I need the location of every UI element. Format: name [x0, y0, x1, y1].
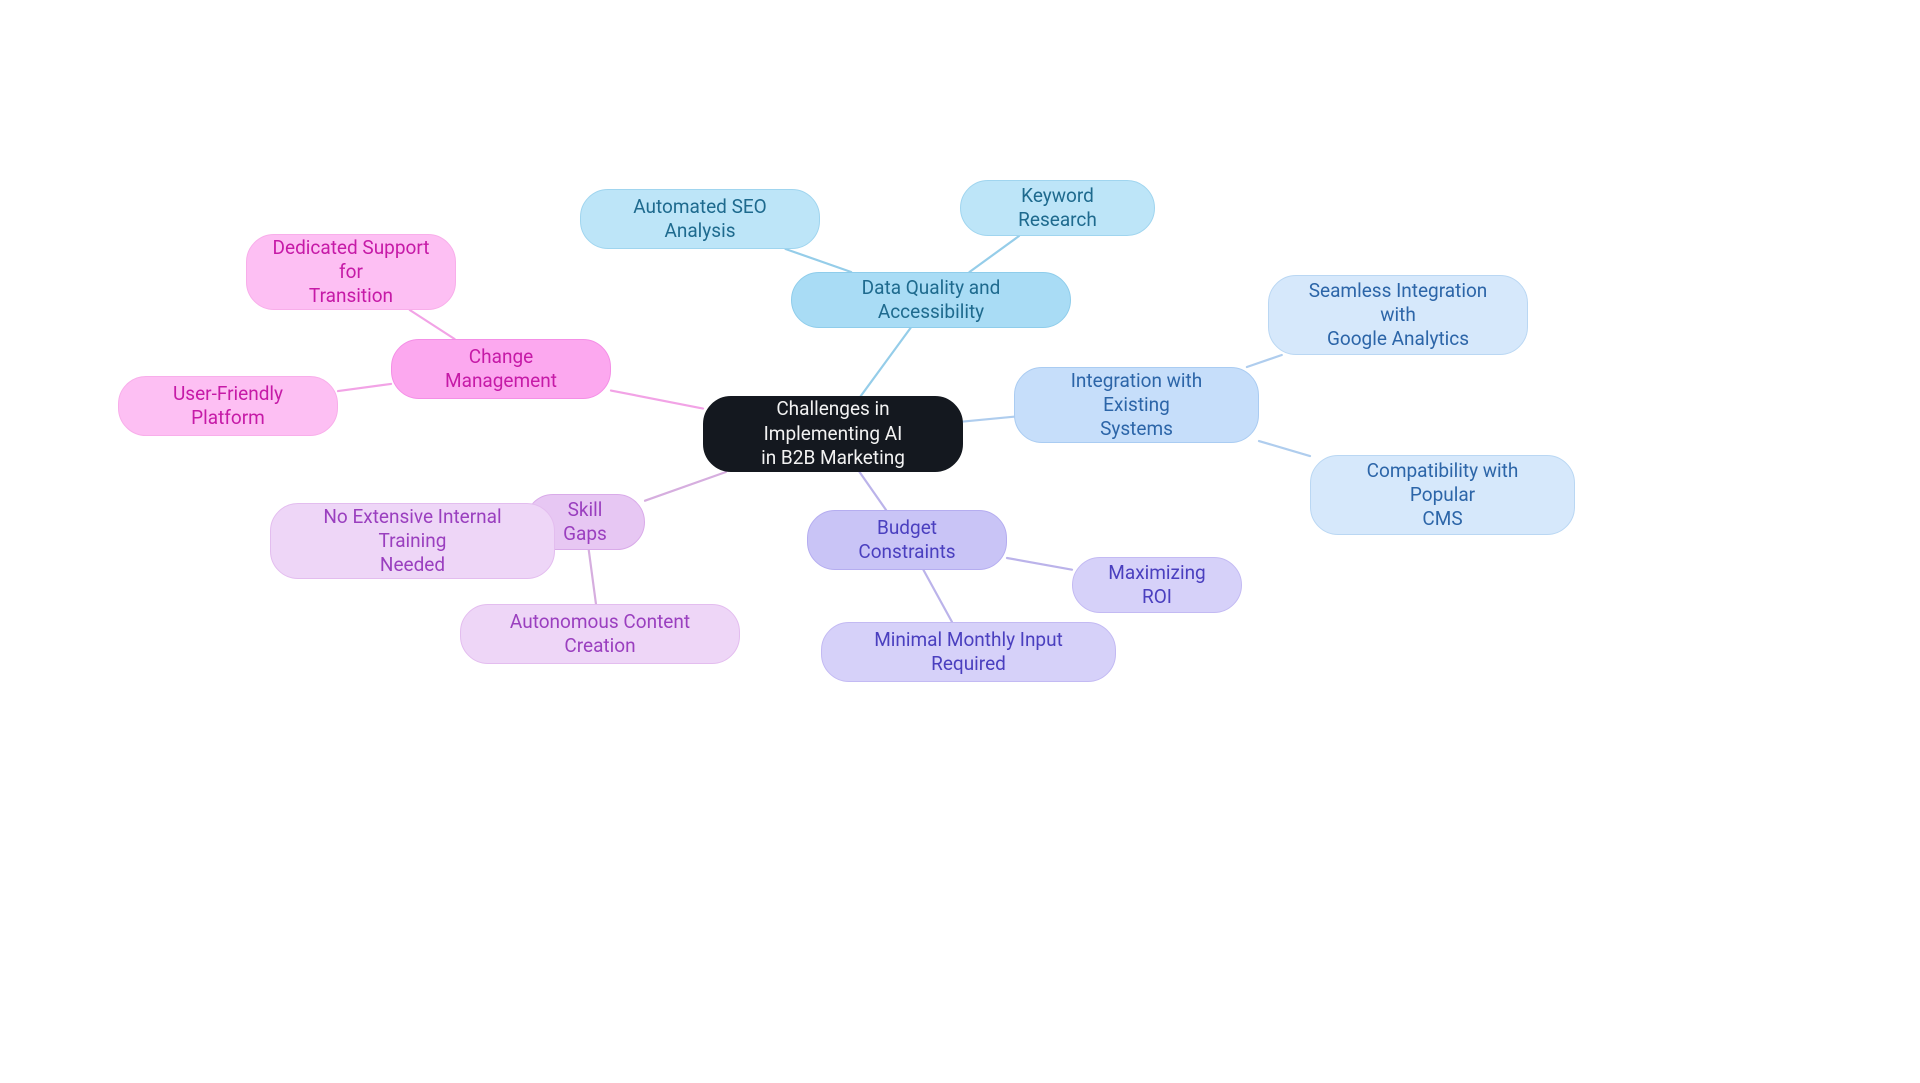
branch-integration: Integration with Existing Systems [1014, 367, 1259, 443]
leaf-dedicated-support-label: Dedicated Support for Transition [269, 236, 433, 307]
leaf-minimal-input: Minimal Monthly Input Required [821, 622, 1116, 682]
branch-change-mgmt-label: Change Management [414, 345, 588, 393]
leaf-autonomous-content: Autonomous Content Creation [460, 604, 740, 664]
leaf-minimal-input-label: Minimal Monthly Input Required [844, 628, 1093, 676]
leaf-user-friendly-label: User-Friendly Platform [141, 382, 315, 430]
leaf-autonomous-content-label: Autonomous Content Creation [483, 610, 717, 658]
center-node-label: Challenges in Implementing AI in B2B Mar… [726, 397, 940, 471]
leaf-auto-seo-label: Automated SEO Analysis [603, 195, 797, 243]
branch-integration-label: Integration with Existing Systems [1037, 369, 1236, 440]
leaf-cms-compat: Compatibility with Popular CMS [1310, 455, 1575, 535]
leaf-no-training-label: No Extensive Internal Training Needed [293, 505, 532, 576]
leaf-keyword: Keyword Research [960, 180, 1155, 236]
branch-budget: Budget Constraints [807, 510, 1007, 570]
leaf-user-friendly: User-Friendly Platform [118, 376, 338, 436]
leaf-max-roi: Maximizing ROI [1072, 557, 1242, 613]
branch-change-mgmt: Change Management [391, 339, 611, 399]
branch-skill-gaps-label: Skill Gaps [548, 498, 622, 546]
leaf-seamless-ga: Seamless Integration with Google Analyti… [1268, 275, 1528, 355]
branch-data-quality: Data Quality and Accessibility [791, 272, 1071, 328]
leaf-max-roi-label: Maximizing ROI [1095, 561, 1219, 609]
branch-budget-label: Budget Constraints [830, 516, 984, 564]
leaf-auto-seo: Automated SEO Analysis [580, 189, 820, 249]
branch-data-quality-label: Data Quality and Accessibility [814, 276, 1048, 324]
leaf-cms-compat-label: Compatibility with Popular CMS [1333, 459, 1552, 530]
leaf-seamless-ga-label: Seamless Integration with Google Analyti… [1291, 279, 1505, 350]
leaf-dedicated-support: Dedicated Support for Transition [246, 234, 456, 310]
center-node: Challenges in Implementing AI in B2B Mar… [703, 396, 963, 472]
leaf-keyword-label: Keyword Research [983, 184, 1132, 232]
leaf-no-training: No Extensive Internal Training Needed [270, 503, 555, 579]
